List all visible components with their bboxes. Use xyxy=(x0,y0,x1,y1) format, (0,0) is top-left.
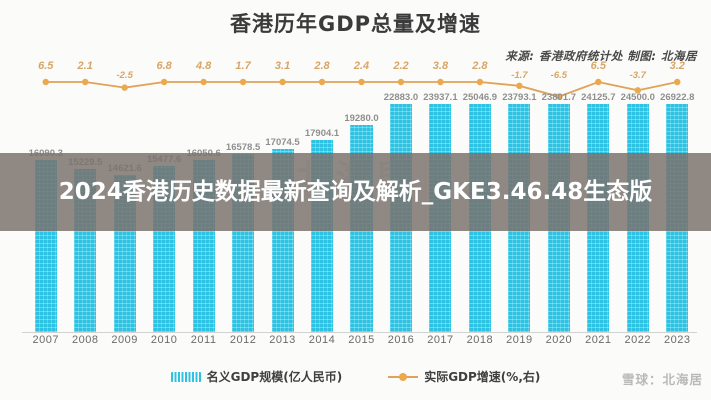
x-axis-tick: 2014 xyxy=(308,334,336,346)
x-axis-tick: 2012 xyxy=(229,334,257,346)
source-watermark: 雪球：北海居 xyxy=(621,372,703,387)
x-axis-tick: 2018 xyxy=(466,334,494,346)
gdp-bar-value-label: 25046.9 xyxy=(462,92,498,103)
legend-label-nominal-gdp: 名义GDP规模(亿人民币) xyxy=(206,370,343,384)
growth-rate-value-label: -2.5 xyxy=(116,70,133,81)
growth-rate-value-label: -6.5 xyxy=(550,70,568,81)
chart-source-note: 来源: 香港政府统计处 制图: 北海居 xyxy=(505,49,697,63)
growth-rate-line xyxy=(42,78,681,100)
growth-rate-labels: 6.5 2.1 -2.5 6.8 4.8 1.7 3.1 2.8 2.4 2.2 3.8 2.8 -1.… xyxy=(0,58,711,82)
growth-rate-value-label: 2.1 xyxy=(77,60,93,72)
growth-rate-value-label: 6.8 xyxy=(156,60,172,72)
legend-item-nominal-gdp: 名义GDP规模(亿人民币) xyxy=(170,368,343,385)
x-axis-tick: 2021 xyxy=(585,334,612,346)
gdp-bar-value-label: 19280.0 xyxy=(344,113,379,125)
x-axis-tick: 2023 xyxy=(664,334,691,346)
article-title-overlay: 2024香港历史数据最新查询及解析_GKE3.46.48生态版 xyxy=(0,153,711,231)
growth-rate-value-label: -1.7 xyxy=(511,70,528,81)
x-axis-tick: 2011 xyxy=(190,334,217,346)
x-axis-ticks: 2007 2008 2009 2010 2011 2012 2013 2014 2015 2016… xyxy=(0,334,711,356)
growth-rate-value-label: 3.8 xyxy=(432,60,449,72)
x-axis-tick: 2007 xyxy=(32,334,59,346)
gdp-bar-value-label: 26922.8 xyxy=(660,92,695,103)
growth-rate-line-layer: 6.5 2.1 -2.5 6.8 4.8 1.7 3.1 2.8 2.4 2.2 3.8 2.8 -1.… xyxy=(0,58,711,104)
x-axis-tick: 2010 xyxy=(150,334,178,346)
x-axis-tick: 2019 xyxy=(506,334,533,346)
x-axis-tick: 2008 xyxy=(71,334,99,346)
growth-rate-value-label: 3.1 xyxy=(274,60,291,72)
gdp-bar-value-label: 17074.5 xyxy=(265,137,300,149)
x-axis-tick: 2022 xyxy=(624,334,652,346)
growth-rate-value-label: 4.8 xyxy=(195,60,212,72)
bar-swatch-icon xyxy=(170,371,201,382)
growth-rate-value-label: 2.2 xyxy=(393,60,409,72)
x-axis-tick: 2016 xyxy=(387,334,415,346)
growth-rate-value-label: 2.4 xyxy=(353,60,370,72)
x-axis-tick: 2013 xyxy=(269,334,296,346)
x-axis-tick: 2015 xyxy=(348,334,375,346)
legend-label-real-growth: 实际GDP增速(%,右) xyxy=(424,370,541,384)
legend-item-real-growth: 实际GDP增速(%,右) xyxy=(388,368,540,385)
gdp-bar-value-label: 16578.5 xyxy=(225,142,261,154)
x-axis-line xyxy=(22,332,697,333)
growth-rate-value-label: 2.8 xyxy=(472,60,488,72)
gdp-bar-value-label: 23793.1 xyxy=(502,92,537,103)
x-axis-tick: 2020 xyxy=(545,334,573,346)
line-swatch-icon xyxy=(388,372,419,382)
gdp-bar-value-label: 24500.0 xyxy=(620,92,655,103)
growth-rate-value-label: -3.7 xyxy=(629,70,646,81)
article-title-text: 2024香港历史数据最新查询及解析_GKE3.46.48生态版 xyxy=(58,178,653,205)
gdp-bar-value-label: 23801.7 xyxy=(541,92,577,103)
growth-rate-value-label: 1.7 xyxy=(235,60,251,72)
gdp-bar-value-label: 17904.1 xyxy=(304,128,340,140)
gdp-bar-value-label: 24125.7 xyxy=(581,92,616,103)
gdp-bar-value-label: 22883.0 xyxy=(383,92,419,103)
gdp-bar-value-label: 23937.1 xyxy=(423,92,458,103)
growth-rate-value-label: 3.2 xyxy=(669,60,685,72)
x-axis-tick: 2009 xyxy=(111,334,138,346)
chart-legend: 名义GDP规模(亿人民币) 实际GDP增速(%,右) xyxy=(0,368,711,385)
chart-title: 香港历年GDP总量及增速 xyxy=(229,12,482,36)
growth-rate-value-label: 2.8 xyxy=(314,60,330,72)
x-axis-tick: 2017 xyxy=(427,334,454,346)
growth-rate-value-label: 6.5 xyxy=(38,60,54,72)
growth-rate-value-label: 6.5 xyxy=(590,60,606,72)
